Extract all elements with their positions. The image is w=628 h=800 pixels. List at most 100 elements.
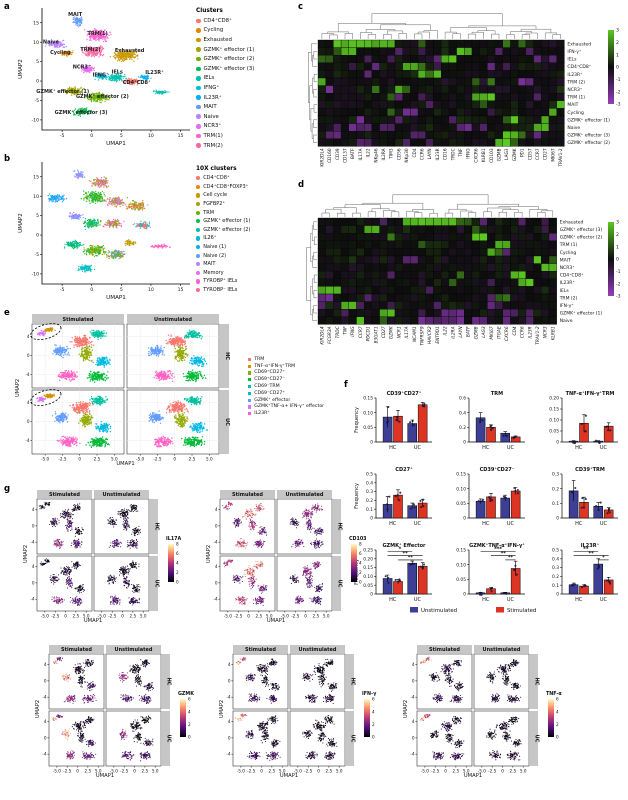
svg-text:CD4: CD4 — [412, 148, 418, 157]
svg-text:IELs: IELs — [560, 288, 570, 294]
legend-item: MAIT — [196, 260, 306, 269]
legend-item: Cell cycle — [196, 191, 306, 200]
legend-swatch — [196, 47, 201, 52]
legend-item: CD4⁺CD8⁺ — [196, 16, 302, 26]
panel-f-label: f — [344, 380, 348, 390]
svg-text:CCR7: CCR7 — [535, 148, 541, 160]
legend-label: IL23R⁺ — [254, 411, 270, 417]
legend-item: TRM(1) — [196, 131, 302, 141]
svg-text:LAYN: LAYN — [427, 148, 433, 159]
svg-text:10: 10 — [33, 194, 39, 200]
svg-text:UMAP2: UMAP2 — [18, 213, 24, 233]
legend-swatch — [196, 37, 201, 43]
panel-a-legend: Clusters CD4⁺CD8⁺ Cycling Exhausted GZMK⁺ ef… — [196, 8, 302, 150]
legend-label: GZMK⁺ effector (3) — [203, 65, 255, 72]
legend-label: Cycling — [203, 27, 224, 34]
svg-text:GZMK⁺ effector (1): GZMK⁺ effector (1) — [36, 89, 89, 95]
svg-text:3: 3 — [616, 28, 619, 34]
legend-item: TRM(2) — [196, 141, 302, 151]
svg-text:TRM (2): TRM (2) — [559, 295, 578, 301]
legend-swatch — [196, 56, 201, 62]
panel-b-legend: 10X clusters CD4⁺CD8⁺ CD4⁺CD8⁺FOXP3⁺ Cell c… — [196, 166, 306, 294]
svg-text:MKI67: MKI67 — [550, 148, 556, 162]
svg-text:5: 5 — [120, 287, 123, 293]
legend-label: TNF-α⁺IFN-γ⁺TRM — [254, 363, 296, 369]
legend-swatch — [248, 391, 252, 395]
svg-text:-5: -5 — [34, 252, 39, 258]
svg-text:-5: -5 — [60, 133, 65, 139]
svg-text:IL23R⁺: IL23R⁺ — [145, 70, 164, 76]
svg-text:UMAP2: UMAP2 — [18, 59, 24, 79]
legend-label: IL26⁺ — [203, 235, 217, 242]
legend-title: 10X clusters — [196, 166, 237, 172]
svg-text:Cycling: Cycling — [50, 50, 71, 56]
legend-swatch — [196, 219, 201, 224]
svg-text:IFNG⁺: IFNG⁺ — [92, 72, 109, 78]
svg-text:UMAP1: UMAP1 — [106, 295, 126, 301]
panel-b-label: b — [4, 154, 11, 164]
legend-swatch — [196, 104, 201, 110]
svg-text:Cycling: Cycling — [560, 250, 577, 256]
svg-text:KIR2DL4: KIR2DL4 — [319, 148, 325, 167]
svg-text:UMAP1: UMAP1 — [106, 141, 126, 147]
svg-text:IL22: IL22 — [366, 148, 372, 157]
legend-swatch — [196, 201, 201, 207]
legend-label: Exhausted — [203, 36, 232, 43]
svg-text:CD103: CD103 — [489, 148, 495, 163]
legend-swatch — [196, 279, 201, 284]
svg-text:15: 15 — [33, 20, 39, 26]
legend-swatch — [196, 253, 201, 258]
svg-text:GZMK⁺ effector (1): GZMK⁺ effector (1) — [567, 117, 610, 123]
svg-text:CD39: CD39 — [335, 148, 341, 160]
legend-label: TRM(2) — [203, 142, 223, 149]
legend-item: TYROBP⁻ IELs — [196, 286, 306, 295]
legend-swatch — [248, 364, 252, 368]
legend-item: TNF-α⁺IFN-γ⁺TRM — [248, 363, 348, 370]
legend-label: IL23R⁺ — [203, 94, 222, 101]
legend-swatch — [196, 184, 201, 189]
legend-item: CD69⁺CD27⁺ — [248, 370, 348, 377]
svg-text:0: 0 — [90, 133, 93, 139]
legend-swatch — [196, 270, 201, 275]
legend-swatch — [196, 262, 201, 267]
legend-item: GZMK⁺ effector (1) — [196, 45, 302, 55]
legend-item: IFNG⁺ — [196, 83, 302, 93]
svg-text:BATF: BATF — [350, 148, 356, 159]
legend-item: CD69⁻TRM — [248, 383, 348, 390]
legend-item: CD69⁻CD27⁺ — [248, 390, 348, 397]
legend-label: Naive (2) — [203, 252, 227, 259]
svg-text:NCR3⁺: NCR3⁺ — [560, 265, 575, 271]
legend-swatch — [196, 114, 201, 119]
legend-item: FGFBP2⁺ — [196, 200, 306, 209]
legend-swatch — [196, 124, 201, 129]
panel-a-umap: -5 0 5 10 15 -10 -5 0 5 10 15 UMAP1 UMAP2 MAIT TRM(1) N… — [18, 8, 190, 147]
svg-text:0: 0 — [36, 79, 39, 85]
svg-text:IELs: IELs — [567, 57, 577, 63]
legend-label: NCR3⁺ — [203, 123, 222, 130]
legend-swatch — [196, 244, 201, 250]
legend-label: CD4⁺CD8⁺ — [203, 175, 230, 182]
svg-text:2: 2 — [616, 40, 619, 46]
svg-text:CD4⁺CD8⁺: CD4⁺CD8⁺ — [567, 64, 591, 70]
svg-text:GZMB: GZMB — [496, 148, 502, 161]
legend-item: Cycling — [196, 26, 302, 36]
legend-label: TRM — [203, 209, 215, 216]
svg-text:15: 15 — [33, 174, 39, 180]
svg-text:GZMK⁺ effector (2): GZMK⁺ effector (2) — [567, 140, 610, 146]
legend-item: TYROBP⁺ IELs — [196, 277, 306, 286]
legend-item: CD4⁺CD8⁺FOXP3⁺ — [196, 183, 306, 192]
legend-label: TYROBP⁺ IELs — [203, 278, 238, 285]
legend-item: CD69⁺CD27⁻ — [248, 376, 348, 383]
svg-text:GZMK⁺ effector (3): GZMK⁺ effector (3) — [55, 110, 108, 116]
svg-text:IL23R⁺: IL23R⁺ — [560, 280, 576, 286]
svg-text:CXCR6: CXCR6 — [473, 148, 479, 163]
svg-text:TRM(1): TRM(1) — [87, 31, 107, 37]
legend-label: CD69⁺CD27⁻ — [254, 377, 285, 383]
svg-text:NKp30: NKp30 — [404, 148, 410, 162]
legend-item: Naive — [196, 112, 302, 122]
svg-text:Exhausted: Exhausted — [560, 219, 584, 225]
legend-label: Naive (1) — [203, 244, 227, 251]
